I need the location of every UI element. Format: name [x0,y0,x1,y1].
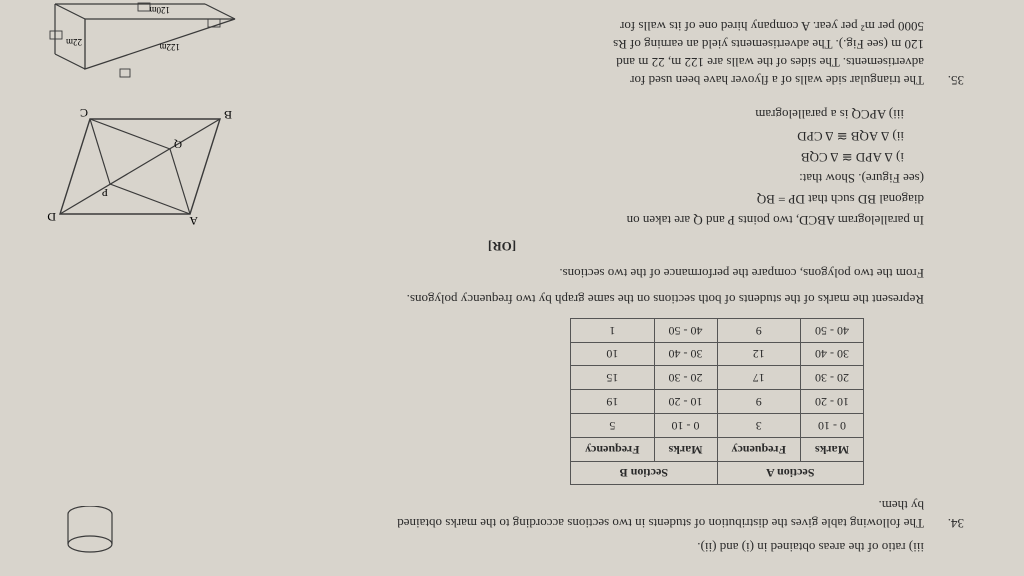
cell: 15 [571,366,654,390]
section-b-header: Section B [571,461,717,485]
q35-line2: advertisements. The sides of the walls a… [270,53,924,71]
label-c: C [80,106,88,120]
section-a-header: Section A [717,461,863,485]
label-d: D [47,210,56,224]
cell: 10 - 20 [801,390,864,414]
col-marks-b: Marks [654,437,717,461]
col-marks-a: Marks [801,437,864,461]
label-a: A [189,214,198,228]
cell: 9 [717,390,800,414]
cell: 20 - 30 [654,366,717,390]
cell: 40 - 50 [801,318,864,342]
geometry-text: In parallelogram ABCD, two points P and … [260,99,924,229]
cell: 17 [717,366,800,390]
dim-120: 120m [149,5,170,15]
q35-line1: The triangular side walls of a flyover h… [270,71,924,89]
col-freq-b: Frequency [571,437,654,461]
or-label: [OR] [40,237,964,255]
q35-line3: 120 m (see Fig.). The advertisements yie… [270,35,924,53]
label-p: P [102,186,108,198]
cell: 20 - 30 [801,366,864,390]
partial-line-1: iii) ratio of the areas obtained in (i) … [40,538,924,556]
cell: 3 [717,414,800,438]
dim-22: 22m [66,37,82,47]
cell: 30 - 40 [654,342,717,366]
geom-item3: iii) APCQ is a parallelogram [260,105,904,123]
cylinder-svg [60,506,120,556]
geom-item1: i) Δ APD ≅ Δ CQB [260,148,904,166]
q34-number: 34. [924,495,964,531]
geom-item2: ii) Δ AQB ≅ Δ CPD [260,126,904,144]
geom-line2: diagonal BD such that DP = BQ [260,190,924,208]
dim-122: 122m [159,42,180,52]
flyover-figure: 122m 22m 120m [40,0,250,89]
q34-line2: by them. [40,495,924,513]
cell: 12 [717,342,800,366]
q35-number: 35. [924,17,964,90]
cell: 19 [571,390,654,414]
cylinder-figure [60,506,120,556]
cell: 10 [571,342,654,366]
marks-table: Section A Section B Marks Frequency Mark… [570,318,864,486]
cell: 30 - 40 [801,342,864,366]
parallelogram-svg: A D B C P Q [40,99,240,229]
geom-line1: In parallelogram ABCD, two points P and … [260,211,924,229]
label-b: B [224,108,232,122]
cell: 0 - 10 [801,414,864,438]
after-table-2: From the two polygons, compare the perfo… [80,263,924,281]
cell: 10 - 20 [654,390,717,414]
cell: 0 - 10 [654,414,717,438]
col-freq-a: Frequency [717,437,800,461]
label-q: Q [174,138,182,150]
cell: 40 - 50 [654,318,717,342]
q35-line4: 5000 per m² per year. A company hired on… [270,17,924,35]
cell: 5 [571,414,654,438]
geom-line3: (see Figure). Show that: [260,169,924,187]
cell: 9 [717,318,800,342]
q34-line1: The following table gives the distributi… [40,514,924,532]
after-table-1: Represent the marks of the students of b… [80,290,924,308]
flyover-svg: 122m 22m 120m [40,0,250,89]
parallelogram-figure: A D B C P Q [40,99,240,229]
cell: 1 [571,318,654,342]
